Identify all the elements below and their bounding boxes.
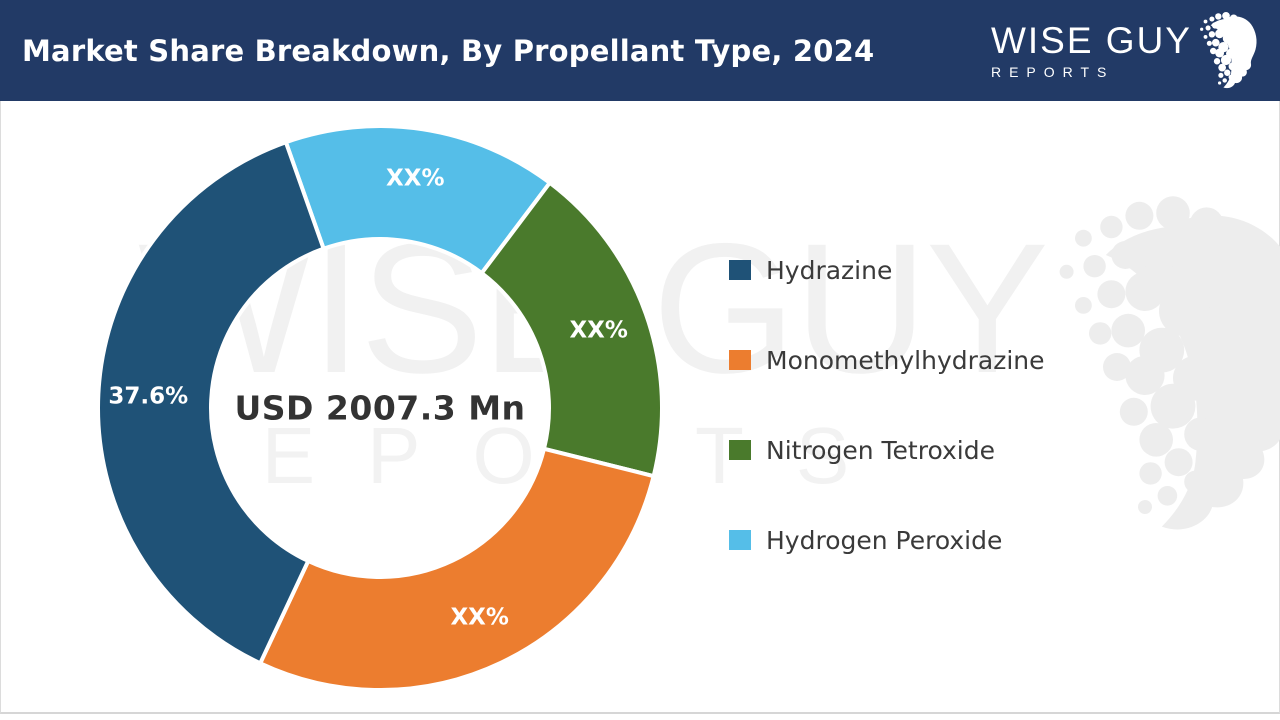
logo-subtitle-text: REPORTS bbox=[990, 63, 1115, 80]
legend: Hydrazine Monomethylhydrazine Nitrogen Tet… bbox=[729, 255, 1045, 617]
legend-item-label: Nitrogen Tetroxide bbox=[766, 435, 995, 465]
slice-percent-label: XX% bbox=[569, 318, 628, 344]
legend-item-label: Monomethylhydrazine bbox=[766, 345, 1045, 375]
legend-color-swatch bbox=[729, 260, 751, 280]
donut-chart: XX% XX% XX% 37.6% bbox=[96, 124, 665, 693]
slice-percent-label: XX% bbox=[386, 166, 445, 192]
donut-center-value: USD 2007.3 Mn bbox=[234, 388, 526, 428]
legend-item: Nitrogen Tetroxide bbox=[729, 435, 1045, 465]
legend-item-label: Hydrazine bbox=[766, 255, 893, 285]
header-bar: Market Share Breakdown, By Propellant Ty… bbox=[0, 0, 1280, 101]
legend-item: Monomethylhydrazine bbox=[729, 345, 1045, 375]
page-title: Market Share Breakdown, By Propellant Ty… bbox=[22, 33, 875, 68]
logo-name-text: WISE GUY bbox=[990, 19, 1192, 61]
slice-percent-label: XX% bbox=[450, 605, 509, 631]
legend-item: Hydrogen Peroxide bbox=[729, 525, 1045, 555]
legend-color-swatch bbox=[729, 350, 751, 370]
wiseguy-logo-text: WISE GUY REPORTS bbox=[991, 22, 1192, 80]
legend-item: Hydrazine bbox=[729, 255, 1045, 285]
donut-segment-monomethylhydrazine bbox=[258, 446, 656, 693]
legend-color-swatch bbox=[729, 440, 751, 460]
donut-segment-hydrazine bbox=[96, 140, 326, 666]
wiseguy-face-icon bbox=[1194, 10, 1258, 92]
legend-color-swatch bbox=[729, 530, 751, 550]
wiseguy-logo: WISE GUY REPORTS bbox=[991, 10, 1258, 92]
donut-segment-nitrogen-tetroxide bbox=[479, 180, 665, 479]
legend-item-label: Hydrogen Peroxide bbox=[766, 525, 1003, 555]
slice-percent-label: 37.6% bbox=[108, 384, 188, 410]
